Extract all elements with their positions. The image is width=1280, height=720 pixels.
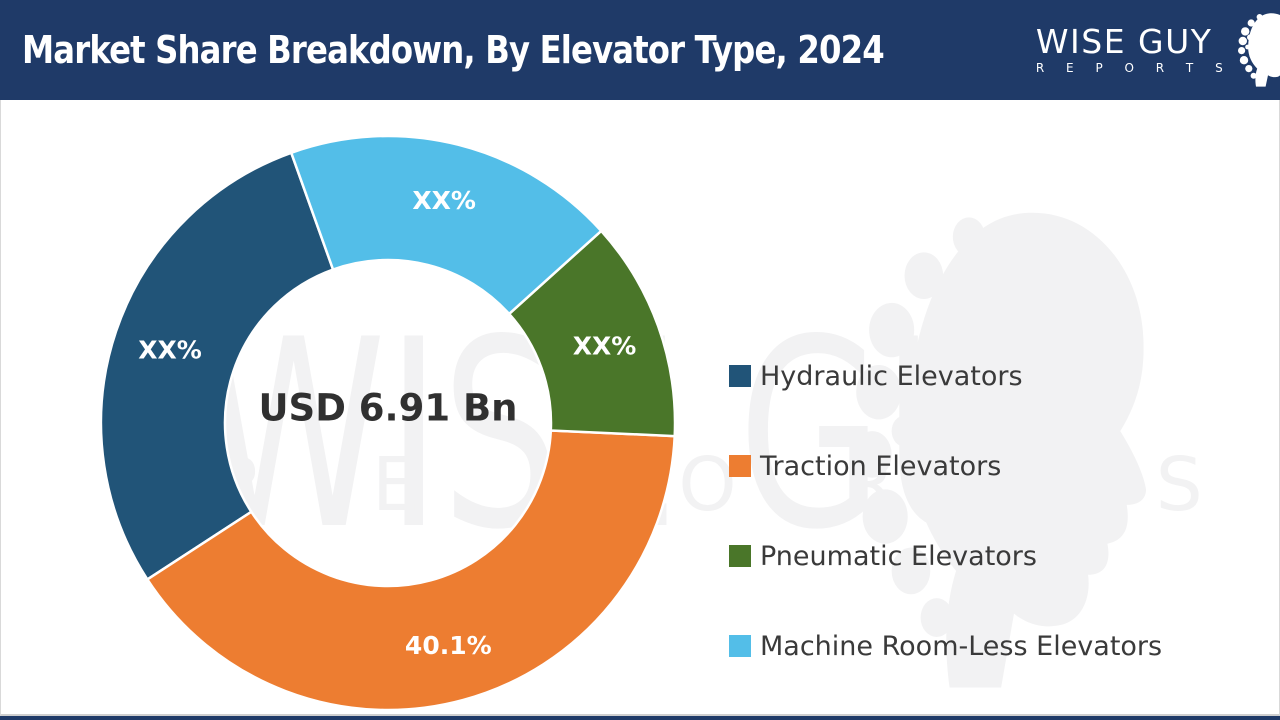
- wiseguy-face-icon: [1237, 13, 1280, 87]
- chart-legend: Hydraulic Elevators Traction Elevators Pne…: [729, 355, 1162, 667]
- legend-item-2: Pneumatic Elevators: [729, 535, 1162, 577]
- logo-subtitle: R E P O R T S: [1035, 61, 1232, 76]
- page-title: Market Share Breakdown, By Elevator Type…: [22, 28, 885, 72]
- legend-swatch: [729, 365, 751, 387]
- legend-item-3: Machine Room-Less Elevators: [729, 625, 1162, 667]
- wedge-label: XX%: [138, 335, 202, 364]
- logo-wordmark: WISE GUY: [1035, 21, 1213, 61]
- wedge-machine-room-less-elevators: [290, 134, 603, 316]
- legend-item-1: Traction Elevators: [729, 445, 1162, 487]
- legend-label: Pneumatic Elevators: [760, 540, 1037, 572]
- header-bar: Market Share Breakdown, By Elevator Type…: [0, 0, 1280, 100]
- wedge-label: XX%: [412, 186, 476, 215]
- donut-chart: XX% 40.1% XX% XX%: [99, 134, 677, 712]
- legend-label: Machine Room-Less Elevators: [760, 630, 1163, 662]
- footer-bar: [0, 716, 1280, 720]
- legend-item-0: Hydraulic Elevators: [729, 355, 1162, 397]
- donut-center-value: USD 6.91 Bn: [258, 386, 518, 430]
- wiseguy-logo: WISE GUY R E P O R T S: [1036, 11, 1280, 89]
- wedge-label: XX%: [573, 331, 637, 360]
- wedge-label: 40.1%: [405, 631, 492, 660]
- chart-area: WISE GUY R E P O R T S XX%40.1%XX%XX% US…: [0, 100, 1280, 716]
- wedge-traction-elevators: [146, 429, 676, 712]
- legend-label: Traction Elevators: [760, 450, 1002, 482]
- wedge-hydraulic-elevators: [99, 151, 335, 581]
- legend-swatch: [729, 545, 751, 567]
- legend-label: Hydraulic Elevators: [760, 360, 1023, 392]
- legend-swatch: [729, 635, 751, 657]
- legend-swatch: [729, 455, 751, 477]
